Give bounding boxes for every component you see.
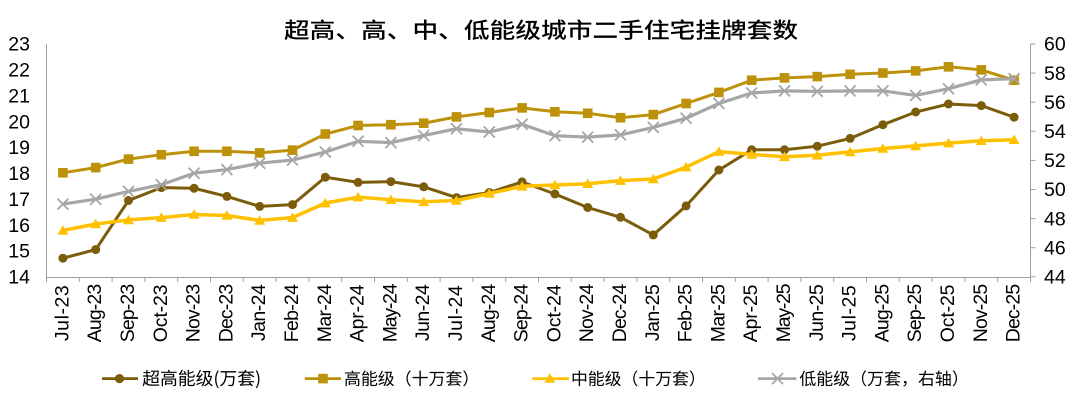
- svg-text:Dec-24: Dec-24: [609, 284, 631, 343]
- svg-text:17: 17: [8, 189, 30, 211]
- svg-text:Jul-24: Jul-24: [445, 285, 467, 341]
- svg-text:Jul-23: Jul-23: [51, 285, 73, 341]
- svg-text:Aug-23: Aug-23: [84, 285, 106, 343]
- svg-text:Sep-23: Sep-23: [117, 285, 139, 343]
- svg-text:Sep-25: Sep-25: [904, 284, 926, 343]
- svg-text:44: 44: [1044, 267, 1066, 289]
- svg-text:Oct-24: Oct-24: [543, 284, 565, 342]
- svg-text:14: 14: [8, 267, 30, 289]
- svg-text:18: 18: [8, 163, 30, 185]
- svg-text:Sep-24: Sep-24: [511, 284, 533, 343]
- svg-text:Dec-23: Dec-23: [215, 285, 237, 343]
- svg-text:19: 19: [8, 137, 30, 159]
- svg-text:Jan-24: Jan-24: [248, 284, 270, 341]
- svg-text:15: 15: [8, 241, 30, 263]
- svg-text:Feb-25: Feb-25: [675, 284, 697, 342]
- svg-text:23: 23: [8, 34, 30, 56]
- svg-text:54: 54: [1044, 121, 1066, 143]
- svg-text:50: 50: [1044, 179, 1066, 201]
- svg-text:Dec-25: Dec-25: [1003, 284, 1025, 343]
- svg-text:Feb-24: Feb-24: [281, 284, 303, 342]
- svg-text:Aug-24: Aug-24: [478, 284, 500, 343]
- svg-text:58: 58: [1044, 63, 1066, 85]
- svg-text:22: 22: [8, 60, 30, 82]
- svg-text:56: 56: [1044, 92, 1066, 114]
- svg-text:21: 21: [8, 85, 30, 107]
- svg-text:Mar-25: Mar-25: [707, 284, 729, 342]
- svg-text:Jul-25: Jul-25: [839, 285, 861, 341]
- svg-text:Aug-25: Aug-25: [871, 284, 893, 343]
- svg-text:Nov-23: Nov-23: [183, 285, 205, 343]
- svg-text:20: 20: [8, 111, 30, 133]
- svg-text:60: 60: [1044, 34, 1066, 56]
- svg-text:46: 46: [1044, 237, 1066, 259]
- svg-text:Nov-24: Nov-24: [576, 284, 598, 343]
- svg-text:Apr-25: Apr-25: [740, 284, 762, 342]
- svg-text:52: 52: [1044, 150, 1066, 172]
- svg-text:Nov-25: Nov-25: [970, 284, 992, 343]
- svg-text:Mar-24: Mar-24: [314, 284, 336, 342]
- svg-text:16: 16: [8, 215, 30, 237]
- svg-text:May-25: May-25: [773, 283, 795, 342]
- svg-text:Oct-25: Oct-25: [937, 284, 959, 342]
- svg-text:48: 48: [1044, 208, 1066, 230]
- svg-text:May-24: May-24: [379, 283, 401, 342]
- svg-text:Jun-25: Jun-25: [806, 284, 828, 341]
- svg-text:Oct-23: Oct-23: [150, 285, 172, 343]
- svg-text:Apr-24: Apr-24: [347, 284, 369, 342]
- svg-text:Jun-24: Jun-24: [412, 284, 434, 341]
- svg-text:Jan-25: Jan-25: [642, 284, 664, 341]
